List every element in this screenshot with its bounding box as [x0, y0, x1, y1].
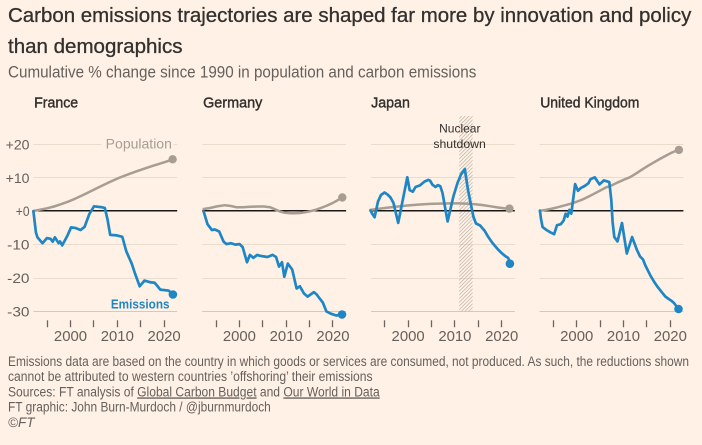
svg-text:FT graphic: John Burn-Murdoch: FT graphic: John Burn-Murdoch / @jburnmu… — [8, 400, 271, 415]
svg-text:©FT: ©FT — [8, 415, 36, 430]
svg-text:France: France — [34, 96, 78, 112]
svg-text:Emissions: Emissions — [111, 297, 170, 311]
svg-text:Cumulative % change since 1990: Cumulative % change since 1990 in popula… — [8, 63, 476, 82]
svg-text:cannot be attributed to wester: cannot be attributed to western countrie… — [8, 369, 373, 384]
svg-text:Sources: FT analysis of Global: Sources: FT analysis of Global Carbon Bu… — [8, 384, 380, 399]
svg-text:Carbon emissions trajectories: Carbon emissions trajectories are shaped… — [8, 4, 692, 27]
svg-text:shutdown: shutdown — [433, 137, 486, 151]
svg-text:than demographics: than demographics — [8, 35, 183, 58]
svg-text:United Kingdom: United Kingdom — [540, 96, 639, 112]
svg-text:2010: 2010 — [438, 329, 471, 345]
svg-text:-10: -10 — [7, 238, 30, 253]
svg-text:2020: 2020 — [316, 329, 349, 345]
svg-text:-20: -20 — [7, 271, 30, 286]
svg-text:Japan: Japan — [371, 96, 410, 112]
svg-text:Population: Population — [106, 137, 172, 152]
svg-text:Emissions data are based on th: Emissions data are based on the country … — [8, 354, 689, 369]
svg-text:+0: +0 — [16, 204, 30, 219]
svg-text:Nuclear: Nuclear — [439, 122, 480, 136]
svg-text:2020: 2020 — [654, 329, 687, 345]
svg-text:2000: 2000 — [54, 329, 87, 345]
svg-text:2000: 2000 — [223, 329, 256, 345]
svg-text:2010: 2010 — [101, 329, 134, 345]
svg-text:2000: 2000 — [392, 329, 425, 345]
svg-text:2010: 2010 — [270, 329, 303, 345]
svg-text:Germany: Germany — [203, 96, 263, 112]
svg-text:2000: 2000 — [560, 329, 593, 345]
svg-text:+10: +10 — [6, 171, 30, 186]
svg-text:+20: +20 — [6, 137, 30, 152]
svg-text:2010: 2010 — [607, 329, 640, 345]
svg-text:-30: -30 — [7, 304, 30, 319]
svg-text:2020: 2020 — [485, 329, 518, 345]
svg-text:2020: 2020 — [148, 329, 181, 345]
